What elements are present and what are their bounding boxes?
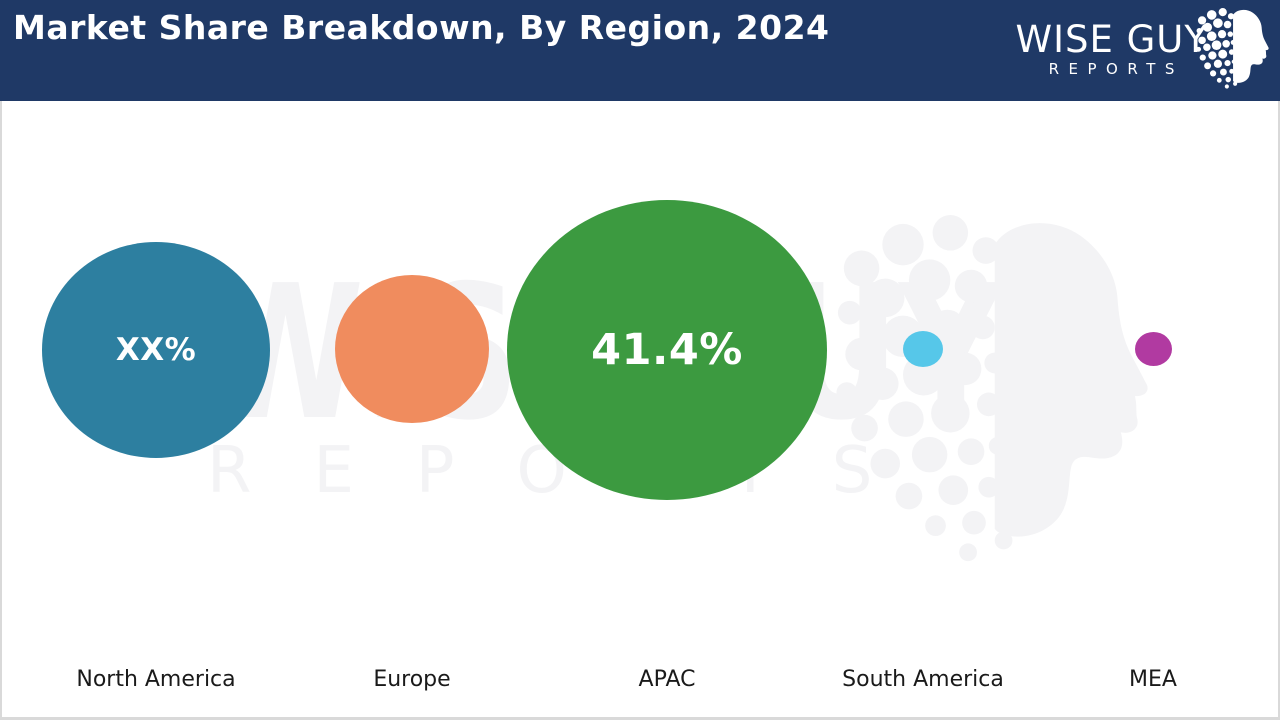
category-label-europe: Europe xyxy=(373,667,451,692)
bubble-value-label: XX% xyxy=(115,332,197,368)
category-label-apac: APAC xyxy=(638,667,696,692)
page-title: Market Share Breakdown, By Region, 2024 xyxy=(13,8,830,47)
watermark-head-icon xyxy=(836,215,1148,562)
logo-subtitle: REPORTS xyxy=(1048,60,1184,78)
category-label-north-america: North America xyxy=(76,667,236,692)
bubble-europe xyxy=(335,275,489,423)
bubble-north-america: XX% xyxy=(42,242,270,458)
header-bar: Market Share Breakdown, By Region, 2024 … xyxy=(0,0,1280,101)
bubble-apac: 41.4% xyxy=(507,200,827,500)
bubble-value-label: 41.4% xyxy=(591,325,743,375)
logo-head-icon xyxy=(1196,8,1269,89)
chart-canvas: WISE GUY REPORTS XX%North AmericaEurope4… xyxy=(0,101,1280,720)
logo-text: WISE GUY REPORTS xyxy=(1016,21,1208,77)
category-label-south-america: South America xyxy=(842,667,1004,692)
category-label-mea: MEA xyxy=(1129,667,1177,692)
bubble-south-america xyxy=(903,331,943,367)
logo-wordmark: WISE GUY xyxy=(1015,18,1208,61)
bubble-mea xyxy=(1134,332,1172,366)
